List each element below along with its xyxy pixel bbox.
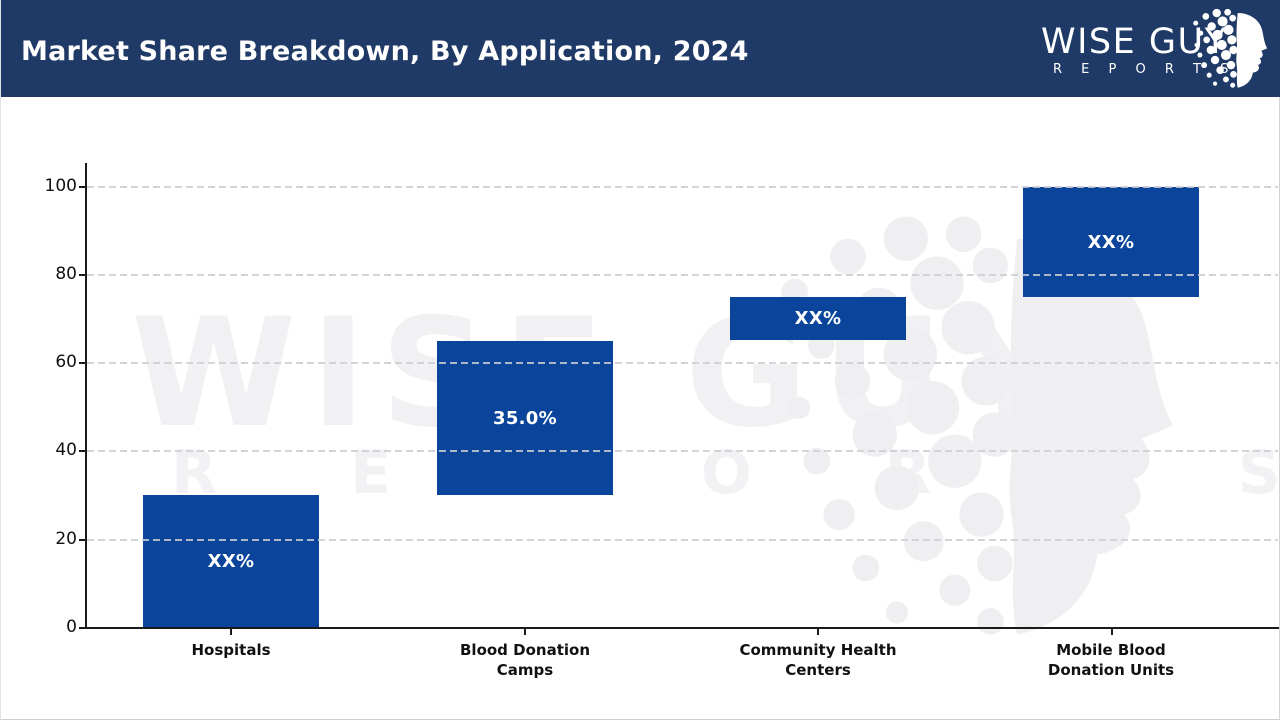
x-label-hospitals: Hospitals: [191, 641, 271, 659]
watermark-dotted-head: [781, 216, 1173, 635]
bar-value-label: XX%: [1087, 231, 1135, 253]
gridline-40: [87, 450, 1278, 452]
y-tick-label: 100: [44, 176, 77, 196]
x-label-community-health-centers: Community Health Centers: [739, 641, 897, 679]
gridline-100: [87, 186, 1278, 188]
y-tick-80: [79, 274, 85, 276]
x-tick-mobile-blood-donation-units: [1111, 629, 1113, 635]
bar-mobile-blood-donation-units: XX%: [1023, 187, 1199, 297]
y-tick-label: 0: [66, 617, 77, 637]
bar-community-health-centers: XX%: [730, 297, 906, 340]
bar-blood-donation-camps: 35.0%: [437, 341, 613, 495]
gridline-60: [87, 362, 1278, 364]
x-label-mobile-blood-donation-units: Mobile Blood Donation Units: [1047, 641, 1175, 679]
y-tick-40: [79, 450, 85, 452]
brand-logo-wordmark: WISE GUY: [1041, 22, 1228, 62]
y-axis-line: [85, 163, 87, 628]
page-title: Market Share Breakdown, By Application, …: [21, 36, 749, 67]
y-tick-label: 60: [55, 352, 77, 372]
x-label-blood-donation-camps: Blood Donation Camps: [460, 641, 590, 679]
bar-value-label: 35.0%: [493, 407, 557, 429]
y-tick-label: 20: [55, 529, 77, 549]
x-axis-line: [85, 627, 1279, 629]
y-tick-label: 40: [55, 440, 77, 460]
bar-hospitals: XX%: [143, 495, 319, 627]
dotted-head-icon: [1193, 8, 1268, 88]
bar-value-label: XX%: [794, 308, 842, 329]
x-tick-blood-donation-camps: [524, 629, 526, 635]
brand-logo-subtext: R E P O R T S: [1053, 62, 1236, 77]
y-tick-60: [79, 362, 85, 364]
x-tick-community-health-centers: [817, 629, 819, 635]
header-bar: Market Share Breakdown, By Application, …: [1, 0, 1280, 97]
y-tick-100: [79, 186, 85, 188]
x-tick-hospitals: [230, 629, 232, 635]
y-tick-0: [79, 627, 85, 629]
y-tick-label: 80: [55, 264, 77, 284]
gridline-80: [87, 274, 1278, 276]
bar-value-label: XX%: [207, 550, 255, 572]
y-tick-20: [79, 539, 85, 541]
gridline-20: [87, 539, 1278, 541]
brand-logo: WISE GUY R E P O R T S: [1013, 0, 1273, 97]
